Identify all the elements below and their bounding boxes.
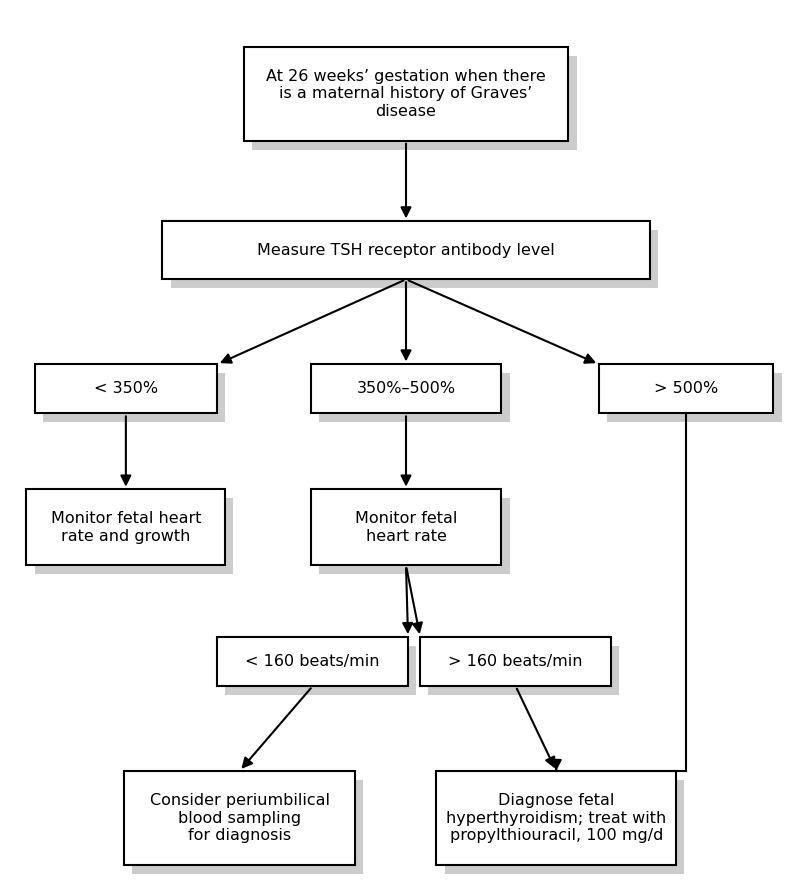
Bar: [311, 490, 500, 566]
Bar: [607, 374, 780, 423]
Bar: [243, 46, 568, 140]
Text: < 350%: < 350%: [94, 382, 157, 396]
Text: 350%–500%: 350%–500%: [356, 382, 455, 396]
Bar: [123, 771, 355, 865]
Text: Consider periumbilical
blood sampling
for diagnosis: Consider periumbilical blood sampling fo…: [149, 793, 329, 843]
Text: Measure TSH receptor antibody level: Measure TSH receptor antibody level: [257, 243, 554, 257]
Text: > 160 beats/min: > 160 beats/min: [448, 654, 582, 669]
Bar: [436, 771, 675, 865]
Text: Diagnose fetal
hyperthyroidism; treat with
propylthiouracil, 100 mg/d: Diagnose fetal hyperthyroidism; treat wi…: [445, 793, 666, 843]
Bar: [319, 499, 509, 575]
Bar: [26, 490, 225, 566]
Bar: [162, 222, 649, 279]
Bar: [251, 55, 576, 149]
Bar: [170, 231, 657, 289]
Bar: [43, 374, 225, 423]
Bar: [131, 780, 363, 874]
Bar: [599, 365, 772, 413]
Text: Monitor fetal
heart rate: Monitor fetal heart rate: [354, 511, 457, 544]
Bar: [217, 637, 407, 687]
Text: < 160 beats/min: < 160 beats/min: [245, 654, 380, 669]
Bar: [420, 637, 611, 687]
Bar: [444, 780, 683, 874]
Text: Monitor fetal heart
rate and growth: Monitor fetal heart rate and growth: [50, 511, 201, 544]
Bar: [34, 499, 234, 575]
Text: > 500%: > 500%: [653, 382, 718, 396]
Bar: [34, 365, 217, 413]
Text: At 26 weeks’ gestation when there
is a maternal history of Graves’
disease: At 26 weeks’ gestation when there is a m…: [266, 69, 545, 119]
Bar: [319, 374, 509, 423]
Bar: [428, 645, 619, 696]
Bar: [225, 645, 415, 696]
Bar: [311, 365, 500, 413]
